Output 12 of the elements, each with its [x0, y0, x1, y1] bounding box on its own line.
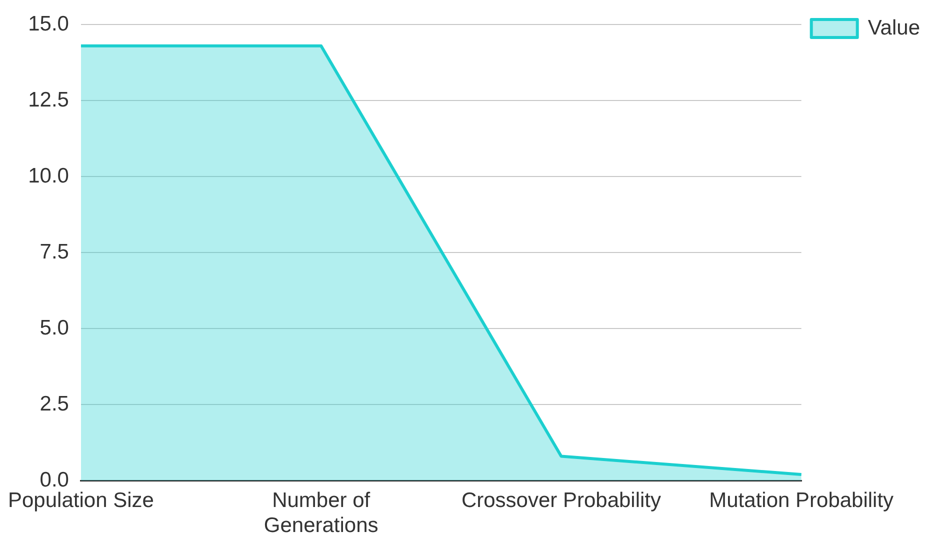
y-tick-label: 5.0	[40, 316, 69, 340]
y-tick-label: 7.5	[40, 240, 69, 264]
y-tick-label: 12.5	[28, 88, 69, 112]
x-tick-label: Population Size	[8, 488, 154, 512]
x-tick-label: Mutation Probability	[709, 488, 894, 512]
x-tick-label: Crossover Probability	[461, 488, 662, 512]
y-tick-label: 0.0	[40, 468, 69, 492]
y-tick-label: 15.0	[28, 12, 69, 36]
legend-label: Value	[868, 16, 920, 40]
y-tick-label: 2.5	[40, 392, 69, 416]
x-tick-label: Number of Generations	[264, 488, 378, 538]
y-tick-label: 10.0	[28, 164, 69, 188]
